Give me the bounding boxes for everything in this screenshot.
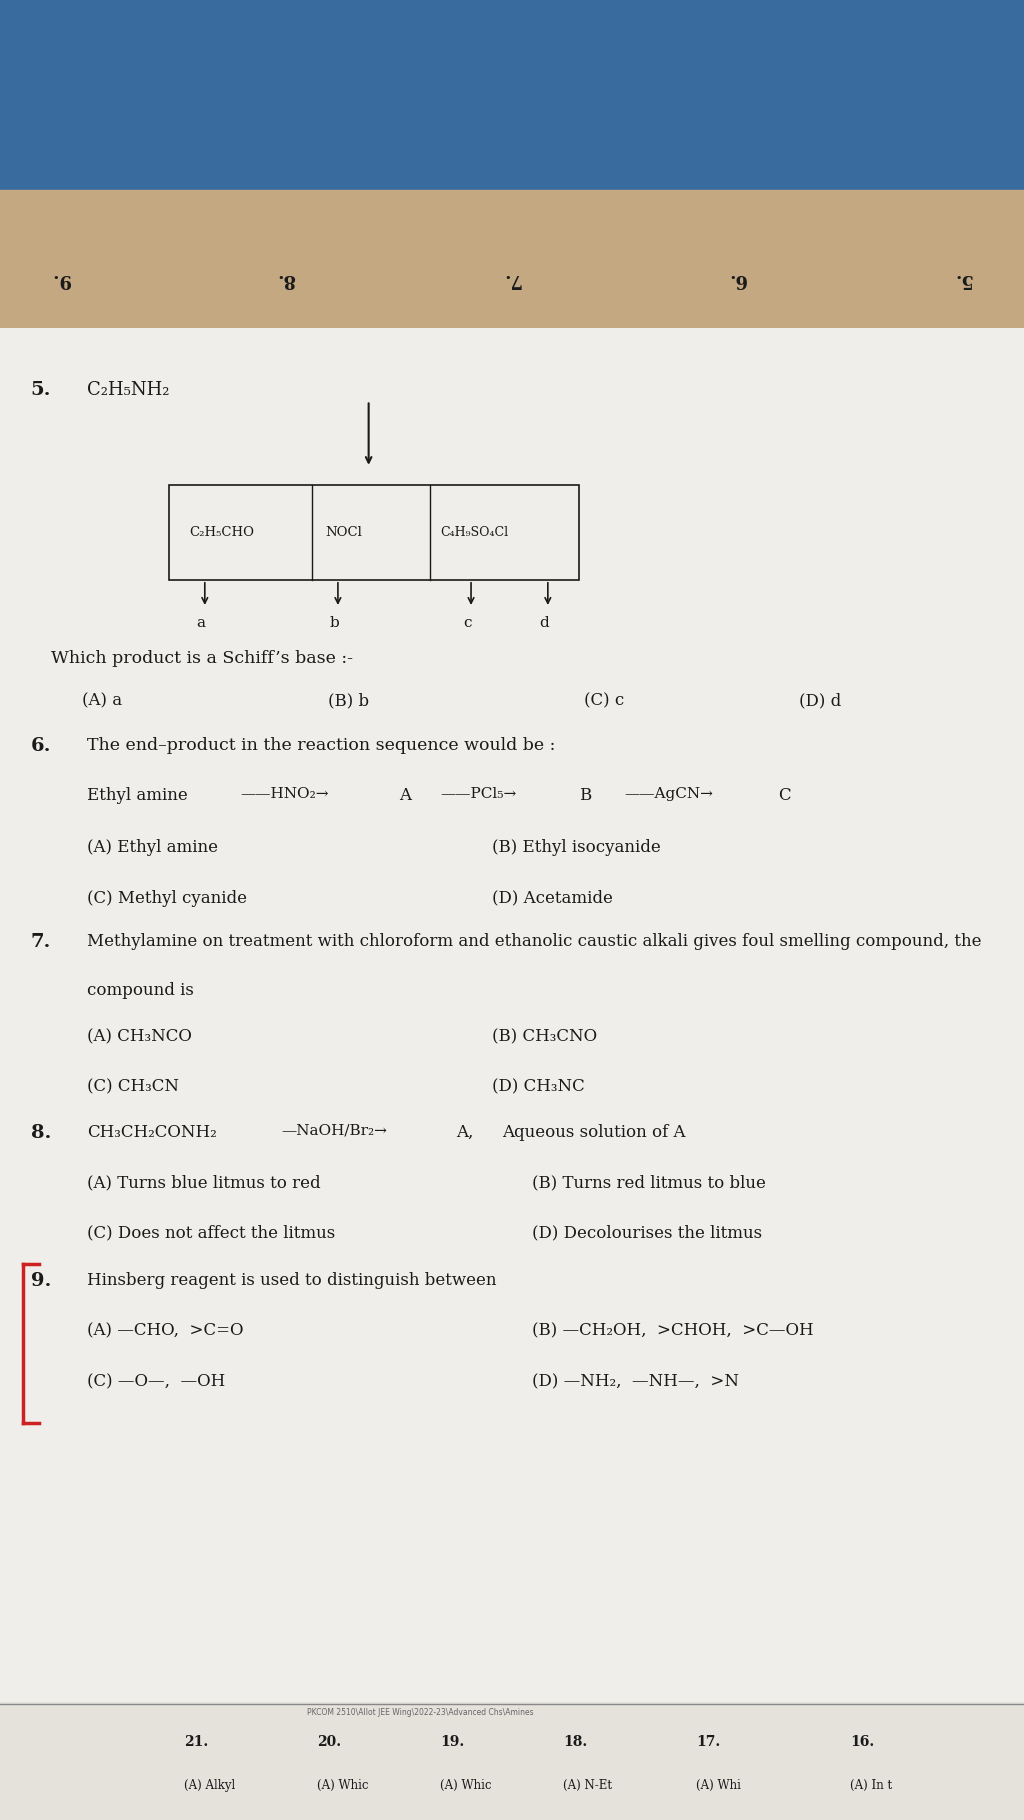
Text: (A) Whi: (A) Whi — [696, 1778, 741, 1791]
Text: 7.: 7. — [502, 271, 520, 288]
Text: a: a — [197, 617, 206, 630]
Text: (A) a: (A) a — [82, 692, 122, 710]
Text: NOCl: NOCl — [326, 526, 362, 539]
Text: 8.: 8. — [276, 271, 295, 288]
Text: C₂H₅CHO: C₂H₅CHO — [189, 526, 254, 539]
Bar — [169, 484, 579, 581]
Text: Hinsberg reagent is used to distinguish between: Hinsberg reagent is used to distinguish … — [87, 1272, 497, 1289]
Text: —NaOH/Br₂→: —NaOH/Br₂→ — [282, 1123, 387, 1138]
Text: Methylamine on treatment with chloroform and ethanolic caustic alkali gives foul: Methylamine on treatment with chloroform… — [87, 934, 982, 950]
Text: 16.: 16. — [850, 1734, 874, 1749]
Text: C₄H₉SO₄Cl: C₄H₉SO₄Cl — [440, 526, 509, 539]
Text: ——HNO₂→: ——HNO₂→ — [241, 788, 329, 801]
Text: (D) Decolourises the litmus: (D) Decolourises the litmus — [532, 1225, 763, 1241]
Text: PKCOM 2510\Allot JEE Wing\2022-23\Advanced Chs\Amines: PKCOM 2510\Allot JEE Wing\2022-23\Advanc… — [307, 1707, 534, 1716]
Text: (C) CH₃CN: (C) CH₃CN — [87, 1079, 179, 1096]
Text: 9.: 9. — [31, 1272, 51, 1290]
Text: 7.: 7. — [31, 934, 51, 952]
Text: (D) —NH₂,  —NH—,  >N: (D) —NH₂, —NH—, >N — [532, 1372, 739, 1390]
Text: c: c — [463, 617, 471, 630]
Text: C: C — [778, 788, 791, 804]
Text: A,: A, — [456, 1123, 473, 1141]
Text: (A) —CHO,  >C=O: (A) —CHO, >C=O — [87, 1323, 244, 1340]
Text: (D) d: (D) d — [799, 692, 841, 710]
Text: The end–product in the reaction sequence would be :: The end–product in the reaction sequence… — [87, 737, 555, 753]
Text: (A) Whic: (A) Whic — [317, 1778, 369, 1791]
Text: (D) CH₃NC: (D) CH₃NC — [492, 1079, 585, 1096]
Text: 5.: 5. — [31, 380, 51, 399]
Text: (D) Acetamide: (D) Acetamide — [492, 890, 612, 906]
Text: (A) Alkyl: (A) Alkyl — [184, 1778, 236, 1791]
Bar — [0, 0, 1024, 204]
Text: Aqueous solution of A: Aqueous solution of A — [502, 1123, 685, 1141]
Text: (B) CH₃CNO: (B) CH₃CNO — [492, 1028, 597, 1045]
Text: d: d — [540, 617, 550, 630]
Text: (A) Whic: (A) Whic — [440, 1778, 492, 1791]
Text: 6.: 6. — [31, 737, 51, 755]
Text: (C) Methyl cyanide: (C) Methyl cyanide — [87, 890, 247, 906]
Text: 18.: 18. — [563, 1734, 588, 1749]
Text: (B) —CH₂OH,  >CHOH,  >C—OH: (B) —CH₂OH, >CHOH, >C—OH — [532, 1323, 814, 1340]
Text: (A) CH₃NCO: (A) CH₃NCO — [87, 1028, 191, 1045]
Text: 6.: 6. — [727, 271, 745, 288]
Bar — [0, 189, 1024, 328]
Text: (C) Does not affect the litmus: (C) Does not affect the litmus — [87, 1225, 335, 1241]
Text: 5.: 5. — [952, 271, 972, 288]
Text: b: b — [330, 617, 340, 630]
Text: compound is: compound is — [87, 983, 194, 999]
Text: (A) In t: (A) In t — [850, 1778, 892, 1791]
Text: 8.: 8. — [31, 1123, 51, 1141]
Text: B: B — [579, 788, 591, 804]
Text: (C) c: (C) c — [584, 692, 624, 710]
Text: (A) Ethyl amine: (A) Ethyl amine — [87, 839, 218, 855]
Text: 9.: 9. — [51, 271, 70, 288]
Text: Ethyl amine: Ethyl amine — [87, 788, 187, 804]
Text: (B) Ethyl isocyanide: (B) Ethyl isocyanide — [492, 839, 660, 855]
Text: ——AgCN→: ——AgCN→ — [625, 788, 714, 801]
Text: (A) Turns blue litmus to red: (A) Turns blue litmus to red — [87, 1174, 321, 1190]
Text: 20.: 20. — [317, 1734, 342, 1749]
Text: (B) Turns red litmus to blue: (B) Turns red litmus to blue — [532, 1174, 766, 1190]
Text: CH₃CH₂CONH₂: CH₃CH₂CONH₂ — [87, 1123, 217, 1141]
Text: C₂H₅NH₂: C₂H₅NH₂ — [87, 380, 170, 399]
Text: (B) b: (B) b — [328, 692, 369, 710]
Text: (A) N-Et: (A) N-Et — [563, 1778, 612, 1791]
Text: (C) —O—,  —OH: (C) —O—, —OH — [87, 1372, 225, 1390]
Text: 19.: 19. — [440, 1734, 465, 1749]
Text: 17.: 17. — [696, 1734, 721, 1749]
Text: A: A — [399, 788, 412, 804]
Text: ——PCl₅→: ——PCl₅→ — [440, 788, 516, 801]
Text: 21.: 21. — [184, 1734, 209, 1749]
Text: Which product is a Schiff’s base :-: Which product is a Schiff’s base :- — [51, 650, 353, 666]
